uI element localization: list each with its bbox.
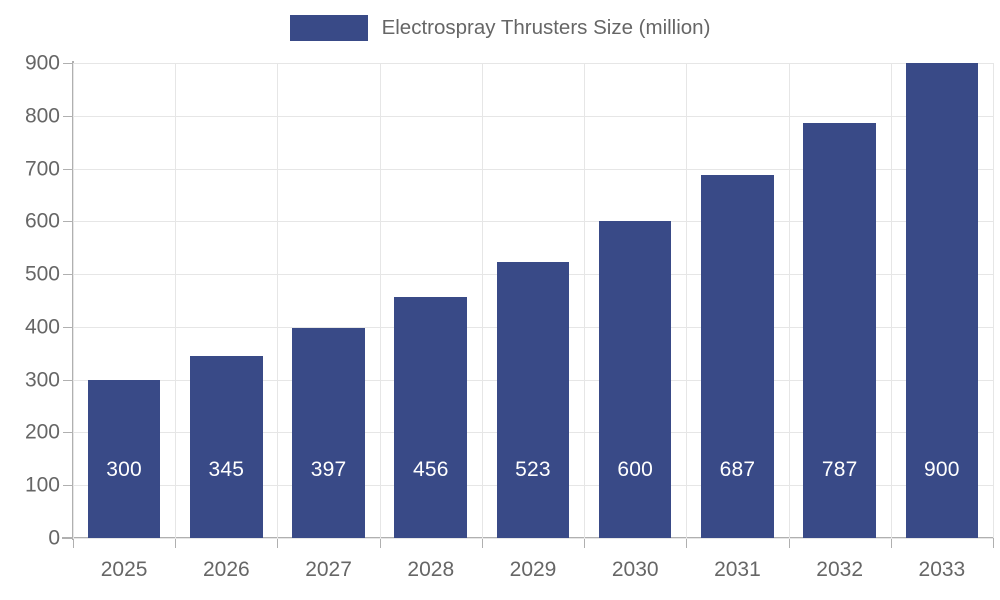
y-axis-tick-label: 100 [24, 473, 60, 497]
bar-value-label: 900 [924, 458, 960, 481]
x-axis-tick-label: 2030 [611, 558, 659, 581]
y-axis-tick-mark [63, 485, 72, 487]
gridline-vertical [993, 63, 994, 538]
bar-value-label: 397 [310, 458, 347, 481]
gridline-vertical [73, 63, 74, 538]
gridline-horizontal [73, 168, 993, 170]
x-axis-tick-label: 2027 [305, 558, 352, 581]
bar[interactable]: 600 [598, 221, 672, 538]
x-axis-tick-mark [789, 539, 790, 548]
bar[interactable]: 397 [292, 328, 365, 538]
gridline-vertical [380, 63, 381, 538]
x-axis-tick-label: 2032 [816, 558, 864, 581]
y-axis-tick-label: 400 [24, 315, 60, 339]
bar-value-label: 456 [412, 458, 449, 481]
x-axis-tick-label: 2029 [509, 558, 557, 581]
bar-value-label: 523 [515, 458, 551, 481]
bar[interactable]: 900 [905, 63, 979, 538]
bar-value-label: 345 [208, 458, 245, 481]
y-axis-tick-mark [63, 432, 72, 434]
bar[interactable]: 687 [701, 175, 774, 538]
y-axis-tick-label: 200 [24, 420, 60, 444]
legend-label-series-0: Electrospray Thrusters Size (million) [381, 15, 711, 39]
y-axis-tick-mark [63, 115, 72, 117]
chart-legend: Electrospray Thrusters Size (million) [0, 8, 1000, 48]
y-axis-tick-label: 500 [24, 262, 60, 286]
x-axis-tick-mark [380, 539, 381, 548]
gridline-vertical [584, 63, 585, 538]
gridline-horizontal [73, 115, 993, 117]
x-axis-tick-mark [686, 539, 687, 548]
y-axis-tick-mark [63, 326, 72, 328]
y-axis-tick-mark [63, 168, 72, 170]
y-axis-tick-mark [63, 379, 72, 381]
y-axis-tick-label: 0 [48, 526, 60, 550]
plot-area: 300 345 397 456 523 600 687 787 900 [73, 63, 994, 539]
bar[interactable]: 523 [496, 261, 570, 538]
x-axis-tick-mark [584, 539, 585, 548]
gridline-vertical [175, 63, 176, 538]
bar-value-label: 687 [719, 458, 756, 481]
y-axis-tick-label: 700 [24, 157, 60, 181]
bar[interactable]: 787 [803, 122, 876, 538]
y-axis-tick-mark [63, 274, 72, 276]
y-axis-tick-label: 800 [24, 104, 60, 128]
x-axis-tick-label: 2025 [100, 558, 148, 581]
gridline-vertical [482, 63, 483, 538]
y-axis-tick-label: 600 [24, 209, 60, 233]
y-axis-ticks: 0 100 200 300 400 500 600 700 800 900 [0, 0, 73, 600]
bar[interactable]: 345 [190, 355, 263, 538]
gridline-vertical [789, 63, 790, 538]
x-axis-tick-mark [993, 539, 994, 548]
y-axis-tick-mark [63, 63, 72, 64]
x-axis-tick-label: 2026 [202, 558, 250, 581]
gridline-horizontal [73, 63, 993, 64]
y-axis-tick-label: 300 [24, 368, 60, 392]
x-axis-tick-mark [482, 539, 483, 548]
bar[interactable]: 456 [394, 297, 468, 538]
bar[interactable]: 300 [87, 379, 161, 538]
bar-value-label: 787 [821, 458, 858, 481]
gridline-horizontal [73, 538, 993, 539]
x-axis-tick-mark [891, 539, 892, 548]
x-axis-tick-label: 2033 [918, 558, 966, 581]
gridline-vertical [277, 63, 278, 538]
gridline-vertical [891, 63, 892, 538]
y-axis-tick-mark [63, 221, 72, 223]
x-axis-tick-mark [277, 539, 278, 548]
bar-value-label: 600 [617, 458, 654, 481]
legend-swatch-series-0 [289, 15, 368, 41]
gridline-horizontal [73, 221, 993, 223]
y-axis-tick-label: 900 [24, 51, 60, 75]
x-axis-tick-label: 2031 [714, 558, 761, 581]
y-axis-tick-mark [63, 538, 72, 539]
x-axis-tick-label: 2028 [407, 558, 455, 581]
gridline-vertical [686, 63, 687, 538]
bar-value-label: 300 [106, 458, 142, 481]
x-axis-tick-mark [73, 539, 74, 548]
x-axis-tick-mark [175, 539, 176, 548]
